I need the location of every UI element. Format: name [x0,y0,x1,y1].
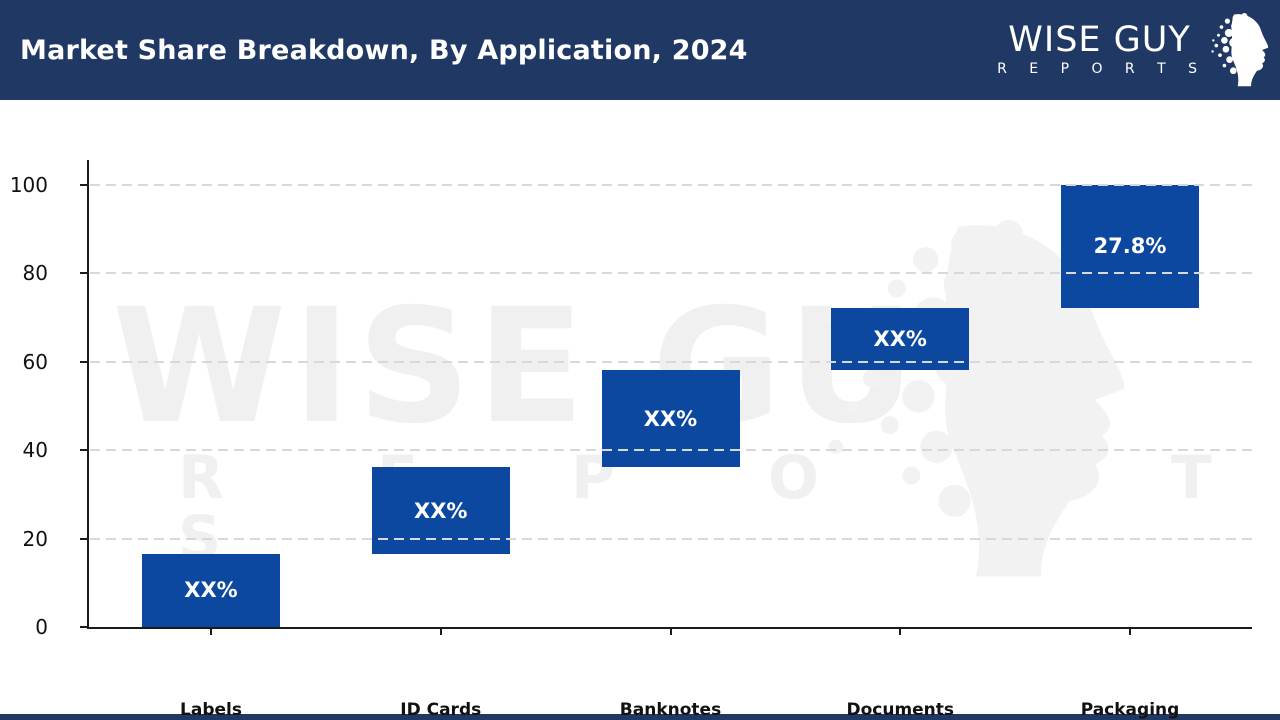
gridline-80 [90,272,1253,275]
bar-value-label: XX% [873,326,927,351]
chart-area: WISE GUY R E P O R T S 0 20 40 60 80 100 XX% La… [0,100,1280,720]
plot-area: 0 20 40 60 80 100 XX% Labels XX% ID Cards XX% Bankn… [10,160,1253,720]
y-tick-mark-20 [80,537,87,540]
x-tick-mark [1129,629,1131,635]
gridline-20 [90,537,1253,540]
gridline-100 [90,184,1253,186]
y-axis-line [87,160,89,629]
bar-value-label: XX% [184,578,238,603]
bar-documents [831,307,970,370]
x-axis-line [87,627,1252,629]
y-tick-mark-40 [80,449,87,452]
gridline-60 [90,360,1253,363]
page-title: Market Share Breakdown, By Application, … [20,34,748,66]
y-tick-label-100: 100 [9,173,48,197]
y-tick-mark-100 [80,184,87,186]
y-tick-mark-80 [80,272,87,275]
logo-head-icon [1211,13,1269,87]
y-tick-label-0: 0 [35,615,48,639]
category-label-banknotes: Banknotes [619,700,722,720]
bar-value-label: XX% [643,406,698,431]
logo-wordmark: WISE GUY [1008,20,1191,60]
header-bar: Market Share Breakdown, By Application, … [0,0,1280,100]
y-tick-label-20: 20 [22,526,48,551]
bar-labels [142,553,280,627]
x-tick-mark [210,629,212,635]
bar-value-label: 27.8% [1093,234,1167,259]
y-tick-mark-60 [80,360,87,363]
x-tick-mark [439,629,442,635]
y-tick-label-80: 80 [22,261,48,286]
x-tick-mark [899,629,902,635]
bar-packaging [1061,185,1199,308]
bar-value-label: XX% [414,498,468,523]
logo-subtext: R E P O R T S [997,61,1206,77]
category-label-labels: Labels [180,700,242,720]
y-tick-mark-0 [80,626,87,628]
category-label-documents: Documents [846,700,955,720]
x-tick-mark [669,629,672,635]
category-label-id-cards: ID Cards [400,700,482,720]
gridline-40 [90,449,1253,452]
y-tick-label-40: 40 [22,438,48,463]
logo: WISE GUY R E P O R T S [993,8,1274,92]
y-tick-label-60: 60 [22,349,48,374]
logo-text: WISE GUY R E P O R T S [993,20,1206,78]
category-label-packaging: Packaging [1080,700,1180,720]
footer-bar [0,714,1280,720]
